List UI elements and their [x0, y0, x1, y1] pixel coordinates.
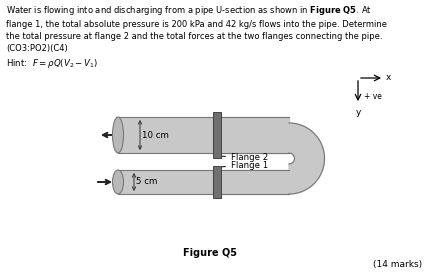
Bar	[118, 117, 213, 153]
Ellipse shape	[113, 117, 124, 153]
Text: (14 marks): (14 marks)	[373, 260, 422, 269]
Text: y: y	[355, 108, 361, 117]
Text: Figure Q5: Figure Q5	[183, 248, 237, 258]
Bar	[213, 112, 221, 158]
Bar	[213, 166, 221, 198]
Text: 5 cm: 5 cm	[136, 178, 158, 187]
Text: Hint:  $F = \rho Q(V_2 - V_1)$: Hint: $F = \rho Q(V_2 - V_1)$	[6, 57, 98, 70]
Text: 10 cm: 10 cm	[142, 131, 169, 140]
Text: Flange 2: Flange 2	[220, 153, 268, 162]
Bar	[118, 170, 213, 194]
Ellipse shape	[113, 170, 124, 194]
Text: Water is flowing into and discharging from a pipe U-section as shown in $\mathbf: Water is flowing into and discharging fr…	[6, 4, 387, 54]
Text: Flange 1: Flange 1	[220, 161, 268, 170]
Text: x: x	[386, 73, 391, 82]
Text: + ve: + ve	[364, 92, 382, 101]
Polygon shape	[289, 123, 324, 194]
